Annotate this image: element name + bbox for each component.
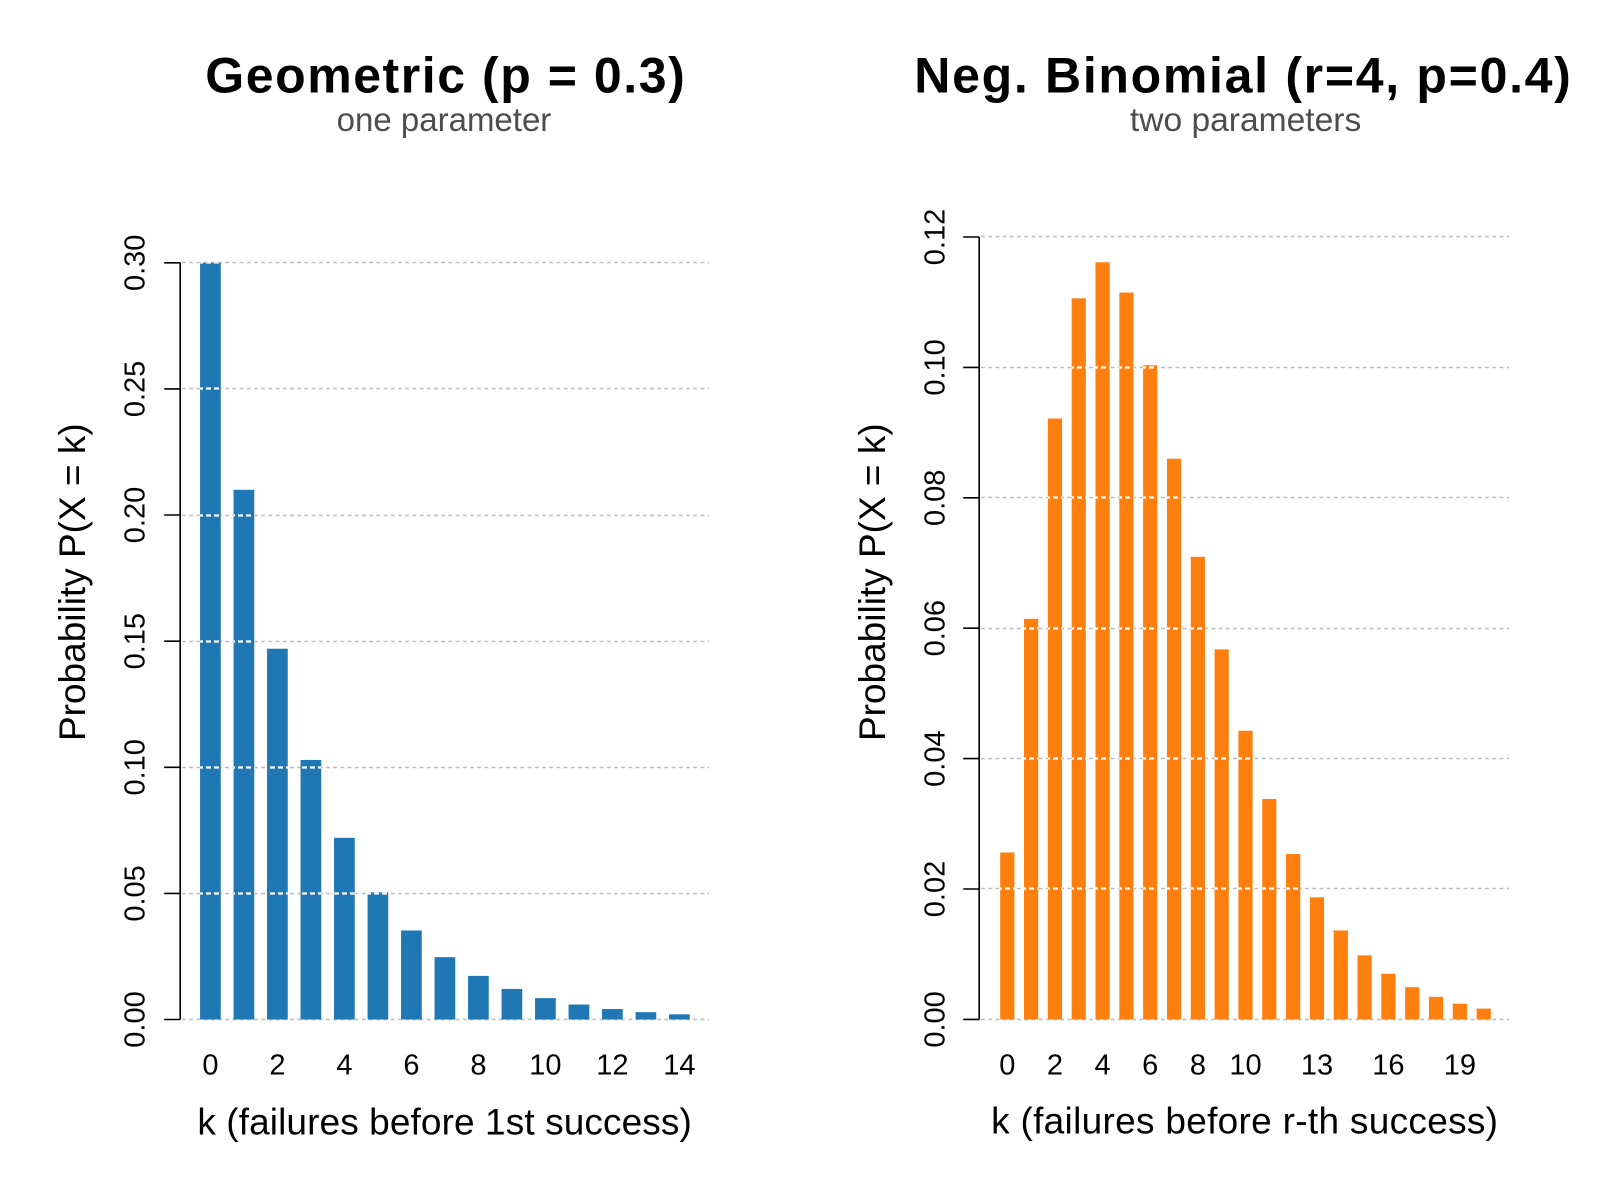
svg-text:Neg. Binomial (r=4, p=0.4): Neg. Binomial (r=4, p=0.4): [914, 47, 1572, 103]
svg-text:10: 10: [529, 1050, 561, 1082]
svg-text:0.10: 0.10: [920, 339, 952, 395]
svg-text:0.20: 0.20: [120, 487, 152, 543]
svg-text:k (failures before 1st success: k (failures before 1st success): [197, 1101, 692, 1142]
svg-text:Geometric (p = 0.3): Geometric (p = 0.3): [205, 47, 686, 103]
svg-text:6: 6: [403, 1050, 419, 1082]
svg-text:k (failures before r-th succes: k (failures before r-th success): [991, 1101, 1498, 1142]
svg-text:0.08: 0.08: [920, 470, 952, 526]
svg-text:8: 8: [470, 1050, 486, 1082]
svg-text:0.12: 0.12: [920, 209, 952, 265]
svg-text:16: 16: [1372, 1050, 1404, 1082]
svg-text:0.05: 0.05: [120, 865, 152, 921]
svg-text:6: 6: [1142, 1050, 1158, 1082]
svg-text:2: 2: [1047, 1050, 1063, 1082]
svg-text:12: 12: [596, 1050, 628, 1082]
svg-text:4: 4: [336, 1050, 352, 1082]
svg-text:10: 10: [1229, 1050, 1261, 1082]
svg-text:0.10: 0.10: [120, 739, 152, 795]
svg-text:4: 4: [1095, 1050, 1111, 1082]
svg-text:0: 0: [999, 1050, 1015, 1082]
svg-text:13: 13: [1301, 1050, 1333, 1082]
svg-text:0.15: 0.15: [120, 613, 152, 669]
svg-text:0.00: 0.00: [120, 991, 152, 1047]
svg-text:0.04: 0.04: [920, 730, 952, 786]
svg-text:19: 19: [1444, 1050, 1476, 1082]
svg-text:Probability P(X = k): Probability P(X = k): [52, 423, 93, 741]
svg-text:0.02: 0.02: [920, 861, 952, 917]
svg-text:0.00: 0.00: [920, 991, 952, 1047]
svg-text:two parameters: two parameters: [1130, 102, 1361, 139]
svg-text:0.06: 0.06: [920, 600, 952, 656]
svg-text:one parameter: one parameter: [337, 101, 552, 138]
svg-text:0.30: 0.30: [120, 235, 152, 291]
svg-text:14: 14: [663, 1050, 695, 1082]
svg-text:0: 0: [202, 1050, 218, 1082]
svg-text:2: 2: [269, 1050, 285, 1082]
svg-text:8: 8: [1190, 1050, 1206, 1082]
svg-text:0.25: 0.25: [120, 361, 152, 417]
svg-text:Probability P(X = k): Probability P(X = k): [852, 423, 893, 741]
